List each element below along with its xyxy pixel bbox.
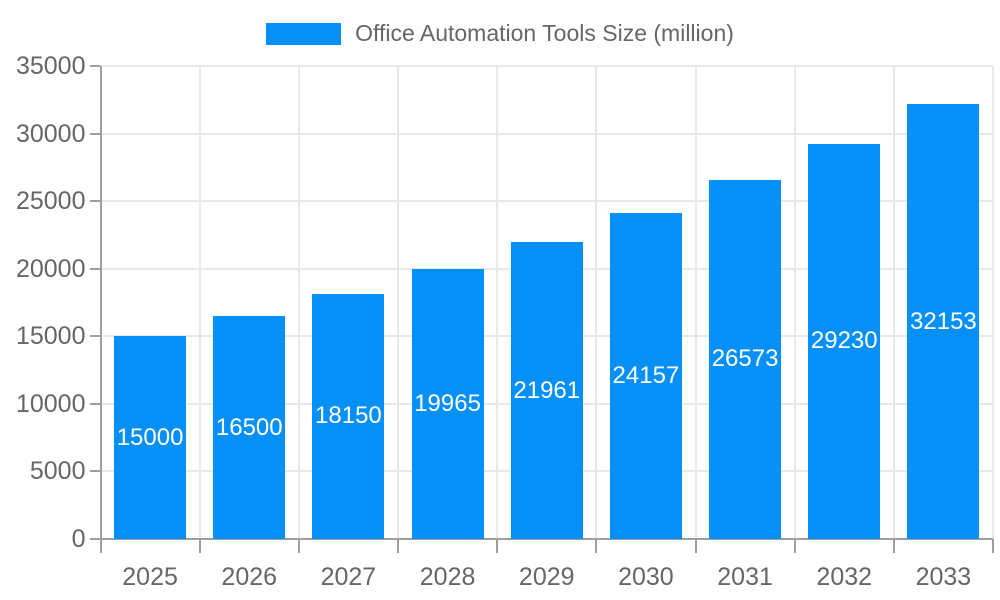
- v-gridline: [397, 66, 399, 539]
- x-axis-tick: [992, 539, 994, 553]
- bar-value-label: 18150: [315, 402, 382, 430]
- bar-value-label: 21961: [513, 376, 581, 404]
- y-axis-tick: [89, 335, 100, 338]
- x-tick-label: 2026: [221, 563, 278, 591]
- y-tick-label: 10000: [15, 389, 86, 418]
- legend-label: Office Automation Tools Size (million): [355, 20, 734, 46]
- v-gridline: [198, 66, 201, 539]
- x-axis-line: [99, 538, 993, 540]
- bar: [312, 293, 385, 539]
- h-gridline: [100, 132, 993, 135]
- y-axis-tick: [89, 538, 100, 540]
- y-axis-tick: [89, 132, 100, 135]
- v-gridline: [992, 66, 994, 539]
- v-gridline: [793, 66, 796, 539]
- y-axis-tick: [89, 65, 100, 67]
- bar: [213, 316, 286, 539]
- x-axis-tick: [297, 539, 300, 553]
- x-axis-tick: [793, 539, 796, 553]
- v-gridline: [595, 66, 598, 539]
- x-tick-label: 2027: [320, 563, 377, 591]
- bar-value-label: 16500: [215, 413, 283, 441]
- v-gridline: [694, 66, 697, 539]
- bar-value-label: 32153: [910, 307, 977, 335]
- y-axis-tick: [89, 402, 100, 405]
- h-gridline: [100, 200, 993, 203]
- bar: [609, 212, 682, 539]
- x-axis-tick: [397, 539, 399, 553]
- x-axis-tick: [198, 539, 201, 553]
- y-axis-tick: [89, 470, 100, 473]
- x-axis-tick: [694, 539, 697, 553]
- x-axis-tick: [496, 539, 499, 553]
- x-axis-tick: [892, 539, 895, 553]
- y-axis-tick: [89, 200, 100, 203]
- x-tick-label: 2033: [915, 563, 972, 591]
- y-tick-label: 30000: [15, 119, 86, 148]
- bar: [510, 242, 583, 539]
- bar: [709, 179, 782, 539]
- x-tick-label: 2029: [518, 563, 575, 591]
- bar-value-label: 15000: [116, 423, 184, 451]
- bar: [808, 143, 881, 539]
- bar-value-label: 24157: [612, 361, 680, 389]
- legend[interactable]: Office Automation Tools Size (million): [0, 20, 1000, 47]
- bar-value-label: 26573: [711, 345, 779, 373]
- x-tick-label: 2025: [122, 563, 178, 591]
- bar: [114, 336, 187, 539]
- y-tick-label: 20000: [15, 254, 86, 283]
- x-tick-label: 2030: [618, 563, 674, 591]
- bar: [907, 104, 980, 539]
- x-axis-tick: [595, 539, 598, 553]
- bar-value-label: 29230: [810, 327, 878, 355]
- y-axis-tick: [89, 267, 100, 270]
- x-tick-label: 2028: [419, 563, 476, 591]
- x-tick-label: 2031: [717, 563, 773, 591]
- v-gridline: [496, 66, 499, 539]
- y-axis-line: [99, 66, 102, 553]
- v-gridline: [892, 66, 895, 539]
- legend-swatch: [266, 22, 342, 45]
- y-tick-label: 25000: [15, 187, 86, 216]
- bar: [411, 269, 484, 539]
- y-tick-label: 0: [71, 525, 86, 553]
- bar-value-label: 19965: [414, 390, 481, 418]
- y-tick-label: 5000: [29, 457, 86, 486]
- h-gridline: [100, 65, 993, 67]
- y-tick-label: 15000: [15, 322, 86, 351]
- y-tick-label: 35000: [15, 52, 86, 80]
- x-tick-label: 2032: [816, 563, 873, 591]
- v-gridline: [297, 66, 300, 539]
